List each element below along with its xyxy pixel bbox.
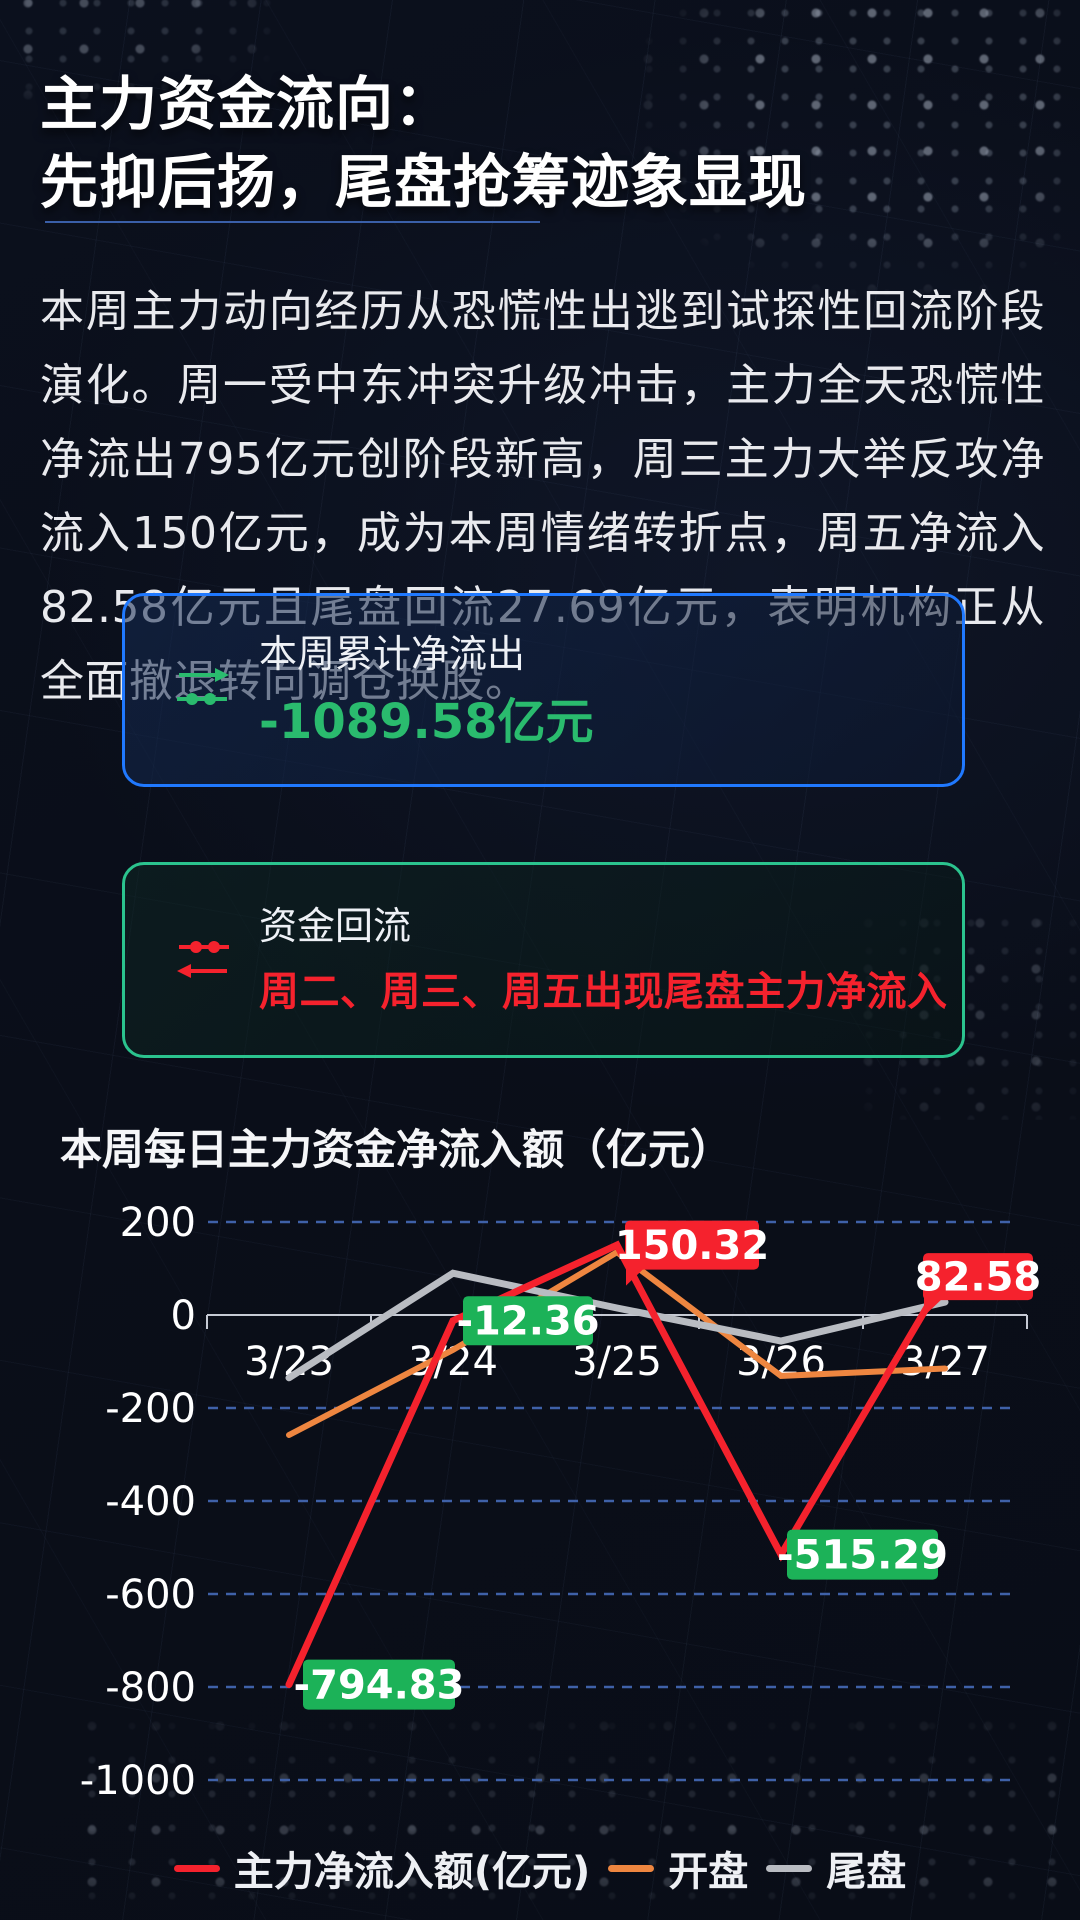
outflow-card-value: -1089.58亿元 bbox=[259, 694, 594, 750]
legend-label-open: 开盘 bbox=[668, 1849, 749, 1895]
backflow-card-label: 资金回流 bbox=[259, 904, 412, 948]
legend-item-close: 尾盘 bbox=[766, 1839, 906, 1897]
flow-left-icon bbox=[177, 935, 229, 985]
weekly-outflow-card: 本周累计净流出 -1089.58亿元 bbox=[122, 593, 965, 787]
chart-x-tick-label: 3/24 bbox=[408, 1339, 498, 1385]
chart-y-tick-label: -200 bbox=[105, 1386, 196, 1432]
page-title-line2: 先抑后扬，尾盘抢筹迹象显现 bbox=[40, 147, 808, 216]
legend-swatch-open bbox=[608, 1864, 655, 1872]
chart-point-label: 150.32 bbox=[615, 1223, 769, 1269]
legend-swatch-main bbox=[173, 1864, 220, 1872]
flow-right-icon bbox=[177, 665, 229, 715]
title-divider bbox=[45, 221, 540, 223]
page-title-line1: 主力资金流向： bbox=[40, 69, 454, 138]
legend-label-close: 尾盘 bbox=[826, 1849, 907, 1895]
chart-line-main bbox=[285, 1240, 949, 1689]
chart-point-label: -12.36 bbox=[456, 1299, 599, 1345]
chart-point-label-box bbox=[625, 1220, 759, 1270]
outflow-card-text: 本周累计净流出 -1089.58亿元 bbox=[259, 630, 594, 750]
chart-point-label: -515.29 bbox=[777, 1533, 948, 1579]
chart-label-pointer bbox=[626, 1264, 648, 1286]
backflow-card: 资金回流 周二、周三、周五出现尾盘主力净流入 bbox=[122, 862, 965, 1058]
chart-title: 本周每日主力资金净流入额（亿元） bbox=[60, 1125, 733, 1174]
chart-legend: 主力净流入额(亿元) 开盘 尾盘 bbox=[0, 1838, 1080, 1898]
daily-net-inflow-chart: 200 0 -200 -400 -600 -800 -1000 3/23 3/24 3/25 3/2… bbox=[0, 1160, 1080, 1840]
chart-y-tick-label: -600 bbox=[105, 1572, 196, 1618]
chart-y-tick-label: -800 bbox=[105, 1665, 196, 1711]
chart-y-tick-label: 200 bbox=[120, 1200, 196, 1246]
page-title: 主力资金流向： 先抑后扬，尾盘抢筹迹象显现 bbox=[40, 65, 1040, 221]
backflow-card-text: 资金回流 周二、周三、周五出现尾盘主力净流入 bbox=[259, 902, 948, 1018]
chart-point-label: 82.58 bbox=[915, 1255, 1042, 1301]
legend-swatch-close bbox=[766, 1864, 813, 1872]
chart-point-label-box bbox=[303, 1659, 455, 1710]
chart-point-label-box bbox=[923, 1253, 1033, 1301]
legend-label-main: 主力净流入额(亿元) bbox=[233, 1849, 591, 1895]
chart-line-close bbox=[285, 1269, 949, 1382]
chart-y-tick-label: 0 bbox=[171, 1293, 196, 1339]
chart-point-label-box bbox=[787, 1529, 938, 1580]
chart-label-pointer bbox=[924, 1295, 946, 1317]
chart-point-label-box bbox=[463, 1296, 593, 1346]
legend-item-main: 主力净流入额(亿元) bbox=[173, 1839, 591, 1897]
legend-item-open: 开盘 bbox=[608, 1839, 748, 1897]
chart-y-tick-label: -1000 bbox=[80, 1758, 196, 1804]
chart-x-tick-label: 3/27 bbox=[900, 1339, 990, 1385]
outflow-card-label: 本周累计净流出 bbox=[259, 632, 526, 676]
chart-point-label: -794.83 bbox=[294, 1663, 465, 1709]
chart-x-tick-label: 3/25 bbox=[572, 1339, 662, 1385]
chart-y-tick-label: -400 bbox=[105, 1479, 196, 1525]
backflow-card-value: 周二、周三、周五出现尾盘主力净流入 bbox=[259, 969, 948, 1015]
